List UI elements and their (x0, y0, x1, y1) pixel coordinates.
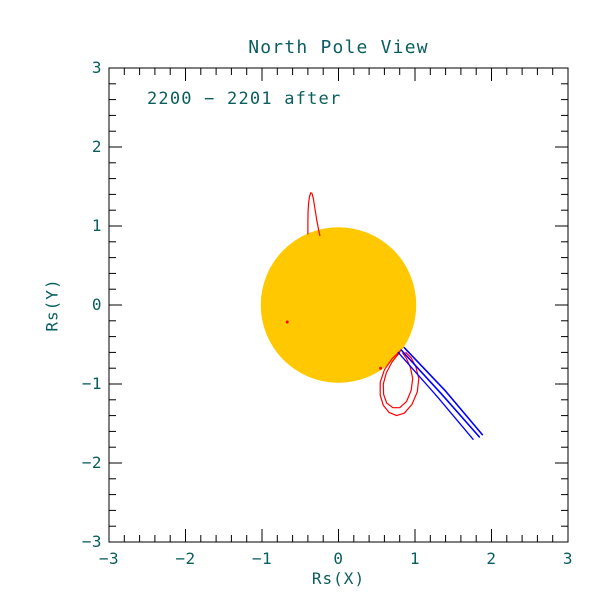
streamline-blue-2 (400, 349, 481, 438)
y-tick-label: 2 (92, 137, 102, 156)
y-tick-label: 3 (92, 58, 102, 77)
sun-disk (260, 227, 417, 383)
surface-marker (379, 366, 383, 370)
surface-marker (285, 320, 289, 324)
x-tick-label: −3 (99, 549, 119, 568)
field-line-red-north-loop (307, 192, 321, 237)
chart-title: North Pole View (248, 37, 429, 58)
x-tick-label: 0 (333, 549, 343, 568)
x-tick-label: −1 (252, 549, 272, 568)
x-tick-label: 3 (563, 549, 573, 568)
y-tick-label: 1 (92, 216, 102, 235)
x-tick-label: 1 (410, 549, 420, 568)
y-tick-label: 0 (92, 295, 102, 314)
y-tick-label: −1 (82, 374, 102, 393)
streamline-blue-1 (403, 346, 484, 436)
x-axis-label: Rs(X) (311, 569, 366, 588)
field-line-red-inner-loop (382, 351, 414, 409)
x-tick-label: −2 (175, 549, 195, 568)
y-tick-label: −3 (82, 532, 102, 551)
y-axis-label: Rs(Y) (42, 278, 62, 332)
field-line-red-outer-loop (379, 349, 420, 417)
y-tick-label: −2 (82, 453, 102, 472)
x-tick-label: 2 (486, 549, 496, 568)
streamline-blue-3 (397, 351, 474, 440)
chart-annotation: 2200 − 2201 after (147, 89, 342, 109)
